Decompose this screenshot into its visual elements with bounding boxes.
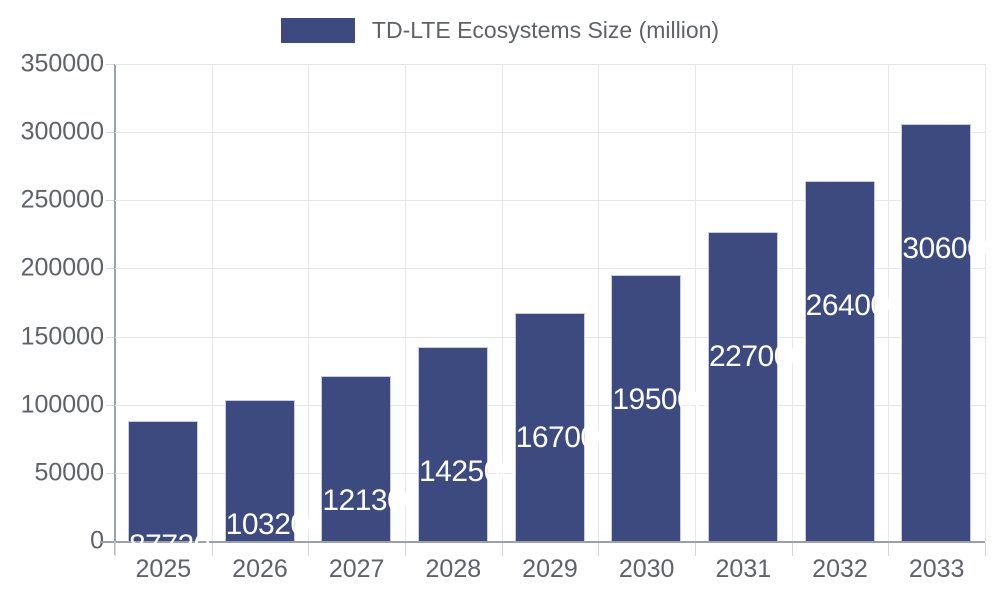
legend-color-swatch xyxy=(280,17,355,43)
bar-value-label: 121300 xyxy=(322,483,420,517)
bar-value-label: 87720 xyxy=(129,529,210,563)
plot-top-border xyxy=(115,64,985,65)
x-axis-tick-mark xyxy=(405,543,406,556)
y-axis-tick-label: 300000 xyxy=(20,117,104,146)
horizontal-gridline xyxy=(115,132,985,134)
bar-column: 264000 xyxy=(792,64,903,541)
x-axis-tick-mark xyxy=(211,543,213,556)
x-axis-tick-label: 2025 xyxy=(135,555,192,583)
x-axis-tick-label: 2032 xyxy=(812,555,868,583)
vertical-gridline xyxy=(791,64,793,541)
y-axis-tick-label: 150000 xyxy=(20,322,104,351)
vertical-gridline xyxy=(405,64,406,541)
bar[interactable] xyxy=(901,123,972,541)
x-axis-tick-mark xyxy=(501,543,503,556)
x-axis-tick-mark xyxy=(985,543,986,556)
bar[interactable] xyxy=(128,421,198,541)
bar-value-label: 306000 xyxy=(902,231,1000,265)
x-axis-tick-label: 2029 xyxy=(522,555,578,583)
vertical-gridline xyxy=(598,64,600,541)
plot-area: 87720 103200 121300 142500 167000 195000 22700… xyxy=(115,64,1000,561)
bar-column: 87720 xyxy=(115,64,212,561)
bar[interactable] xyxy=(611,275,682,541)
x-axis-tick-label: 2026 xyxy=(232,555,288,583)
bar-column: 306000 xyxy=(888,64,1000,541)
vertical-gridline xyxy=(308,64,310,541)
y-axis-tick-label: 0 xyxy=(90,526,104,555)
x-axis-tick-mark xyxy=(888,543,890,556)
bar-value-label: 264000 xyxy=(805,289,904,323)
bar-value-label: 227000 xyxy=(709,339,807,373)
x-axis-tick-label: 2027 xyxy=(328,555,385,583)
x-axis-tick-label: 2030 xyxy=(618,555,675,583)
legend-item-td-lte-ecosystems-size[interactable]: TD-LTE Ecosystems Size (million) xyxy=(280,16,720,43)
bar-column: 103200 xyxy=(212,64,323,541)
x-axis-tick-label: 2033 xyxy=(908,555,965,583)
bar-column: 121300 xyxy=(308,64,420,541)
bar[interactable] xyxy=(321,375,392,541)
vertical-gridline xyxy=(695,64,696,541)
vertical-gridline xyxy=(501,64,503,541)
bar-value-label: 142500 xyxy=(419,454,517,488)
x-axis-tick-mark xyxy=(695,543,696,556)
x-axis-tick-mark xyxy=(791,543,793,556)
vertical-gridline xyxy=(888,64,890,541)
vertical-gridline xyxy=(211,64,213,541)
y-axis-tick-label: 100000 xyxy=(20,390,104,419)
y-axis-tick-label: 250000 xyxy=(20,185,104,214)
bar[interactable] xyxy=(514,313,585,541)
y-axis-tick-label: 350000 xyxy=(20,49,104,78)
bar[interactable] xyxy=(224,400,295,541)
vertical-gridline xyxy=(985,64,986,541)
y-axis-line xyxy=(114,64,116,543)
bar-column: 142500 xyxy=(405,64,517,541)
bar-column: 195000 xyxy=(598,64,710,541)
y-axis-tick-label: 50000 xyxy=(34,458,104,487)
x-axis-tick-mark xyxy=(115,543,116,556)
x-axis-tick-mark xyxy=(308,543,310,556)
bar-value-label: 103200 xyxy=(225,508,324,542)
bar-column: 167000 xyxy=(502,64,613,541)
bar[interactable] xyxy=(708,231,778,541)
y-axis-tick-label: 200000 xyxy=(20,253,104,282)
chart-legend: TD-LTE Ecosystems Size (million) xyxy=(0,12,1000,48)
bar[interactable] xyxy=(804,181,875,541)
bar-value-label: 167000 xyxy=(515,421,614,455)
x-axis-tick-label: 2031 xyxy=(715,555,772,583)
bar-value-label: 195000 xyxy=(612,383,710,417)
x-axis-tick-mark xyxy=(598,543,600,556)
horizontal-gridline xyxy=(115,200,985,202)
legend-item-label: TD-LTE Ecosystems Size (million) xyxy=(371,16,720,43)
bar-column: 227000 xyxy=(695,64,807,541)
x-axis-tick-label: 2028 xyxy=(425,555,482,583)
horizontal-gridline xyxy=(115,268,985,270)
bar[interactable] xyxy=(418,346,488,541)
x-axis-line xyxy=(100,541,985,543)
